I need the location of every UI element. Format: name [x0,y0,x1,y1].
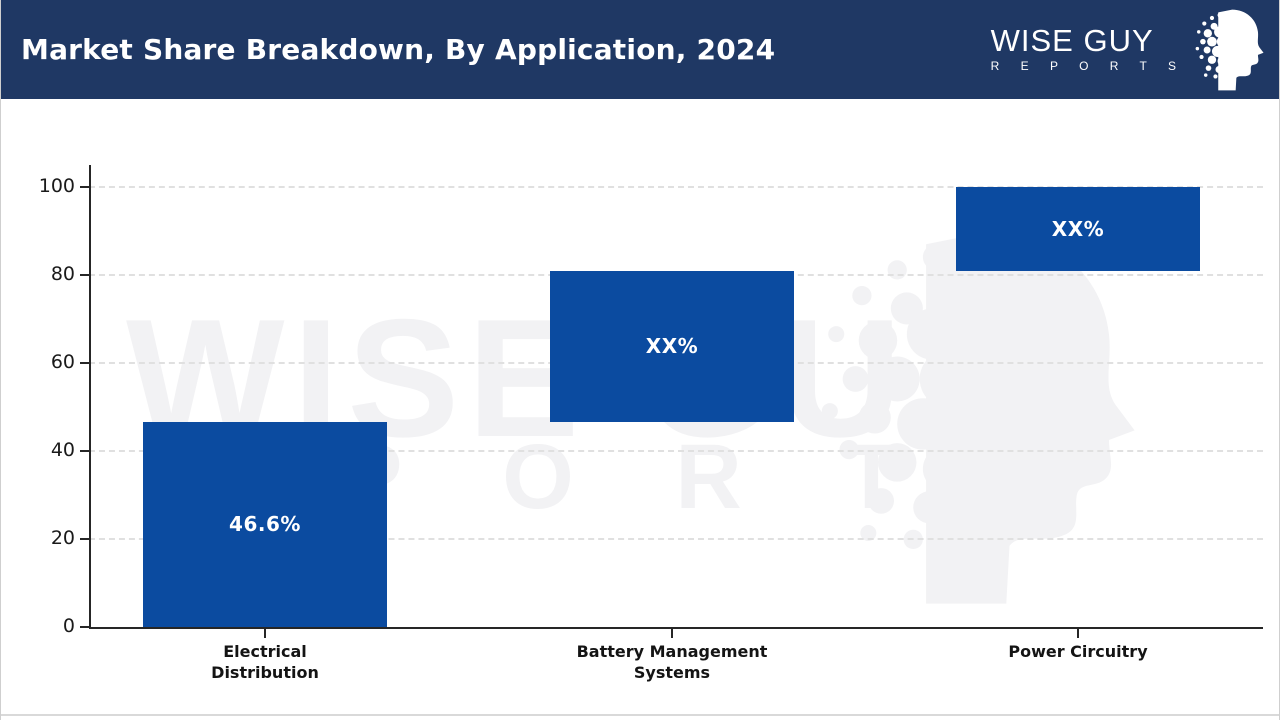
y-axis-tick-mark [80,538,89,540]
y-axis-tick-label: 80 [50,263,75,285]
y-axis-tick-mark [80,626,89,628]
watermark-head-logo-icon [821,231,1135,604]
brand-logo: WISE GUY R E P O R T S [990,8,1279,92]
y-axis-tick-mark [80,362,89,364]
category-label-line: Distribution [211,663,319,682]
y-axis-tick-label: 100 [38,175,75,197]
bottom-divider [1,714,1279,716]
category-label-line: Battery Management [576,642,768,661]
y-axis-tick-label: 40 [50,439,75,461]
brand-head-icon [1195,9,1264,90]
category-label-line: Electrical [223,642,307,661]
x-axis-tick-mark [671,629,673,638]
y-axis-tick-mark [80,450,89,452]
y-axis-tick-mark [80,274,89,276]
category-label-line: Power Circuitry [1008,642,1148,661]
category-label-line: Systems [633,663,711,682]
page-title: Market Share Breakdown, By Application, … [21,33,776,66]
gridline-y-100 [89,186,1263,188]
brand-logo-text: WISE GUY R E P O R T S [990,23,1185,73]
gridline-y-40 [89,450,1263,452]
category-label: Power Circuitry [938,641,1218,662]
header-bar: Market Share Breakdown, By Application, … [1,0,1279,99]
category-label: Battery Management Systems [532,641,812,683]
y-axis-tick-label: 20 [50,527,75,549]
brand-name: WISE GUY [990,23,1154,58]
x-axis-line [89,627,1263,629]
bar-value-label: XX% [645,334,699,359]
brand-subtitle: R E P O R T S [990,59,1185,73]
y-axis-tick-label: 0 [62,615,75,637]
y-axis-tick-mark [80,186,89,188]
category-label: Electrical Distribution [125,641,405,683]
bar-2: XX% [550,270,794,422]
x-axis-tick-mark [264,629,266,638]
y-axis-tick-label: 60 [50,351,75,373]
x-axis-tick-mark [1077,629,1079,638]
bar-3: XX% [956,187,1200,271]
bar-value-label: 46.6% [229,512,301,537]
bar-1: 46.6% [143,421,387,627]
gridline-y-20 [89,538,1263,540]
bar-value-label: XX% [1051,216,1105,241]
y-axis-line [89,165,91,629]
